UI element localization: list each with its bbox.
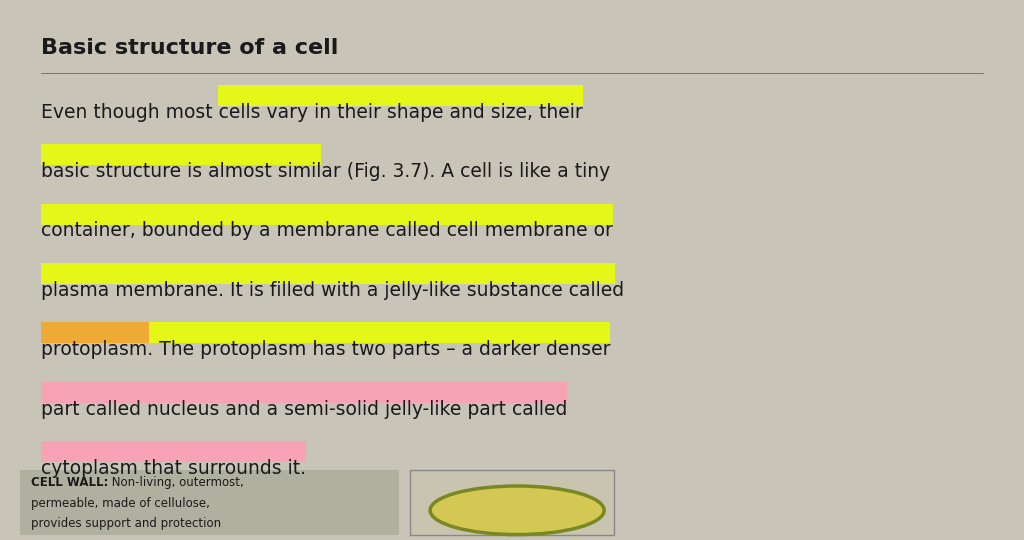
Bar <box>148 322 610 343</box>
Bar <box>41 204 612 225</box>
Text: container, bounded by a membrane called cell membrane or: container, bounded by a membrane called … <box>41 221 612 240</box>
Text: permeable, made of cellulose,: permeable, made of cellulose, <box>31 497 210 510</box>
Text: Basic structure of a cell: Basic structure of a cell <box>41 38 338 58</box>
Text: part called nucleus and a semi-solid jelly-like part called: part called nucleus and a semi-solid jel… <box>41 400 567 419</box>
Text: Even though most cells vary in their shape and size, their: Even though most cells vary in their sha… <box>41 103 583 122</box>
Ellipse shape <box>430 486 604 535</box>
Text: cytoplasm that surrounds it.: cytoplasm that surrounds it. <box>41 459 306 478</box>
Text: plasma membrane. It is filled with a jelly-like substance called: plasma membrane. It is filled with a jel… <box>41 281 624 300</box>
Bar <box>41 441 306 462</box>
Text: Non-living, outermost,: Non-living, outermost, <box>108 476 244 489</box>
Text: provides support and protection: provides support and protection <box>31 517 221 530</box>
Bar <box>20 470 399 535</box>
Text: CELL WALL:: CELL WALL: <box>31 476 109 489</box>
Text: basic structure is almost similar (Fig. 3.7). A cell is like a tiny: basic structure is almost similar (Fig. … <box>41 162 610 181</box>
Bar <box>41 263 615 284</box>
Bar <box>41 322 148 343</box>
Bar <box>41 382 567 403</box>
Bar <box>218 85 583 106</box>
Text: protoplasm. The protoplasm has two parts – a darker denser: protoplasm. The protoplasm has two parts… <box>41 340 610 359</box>
Bar <box>410 470 614 535</box>
Bar <box>41 144 322 165</box>
